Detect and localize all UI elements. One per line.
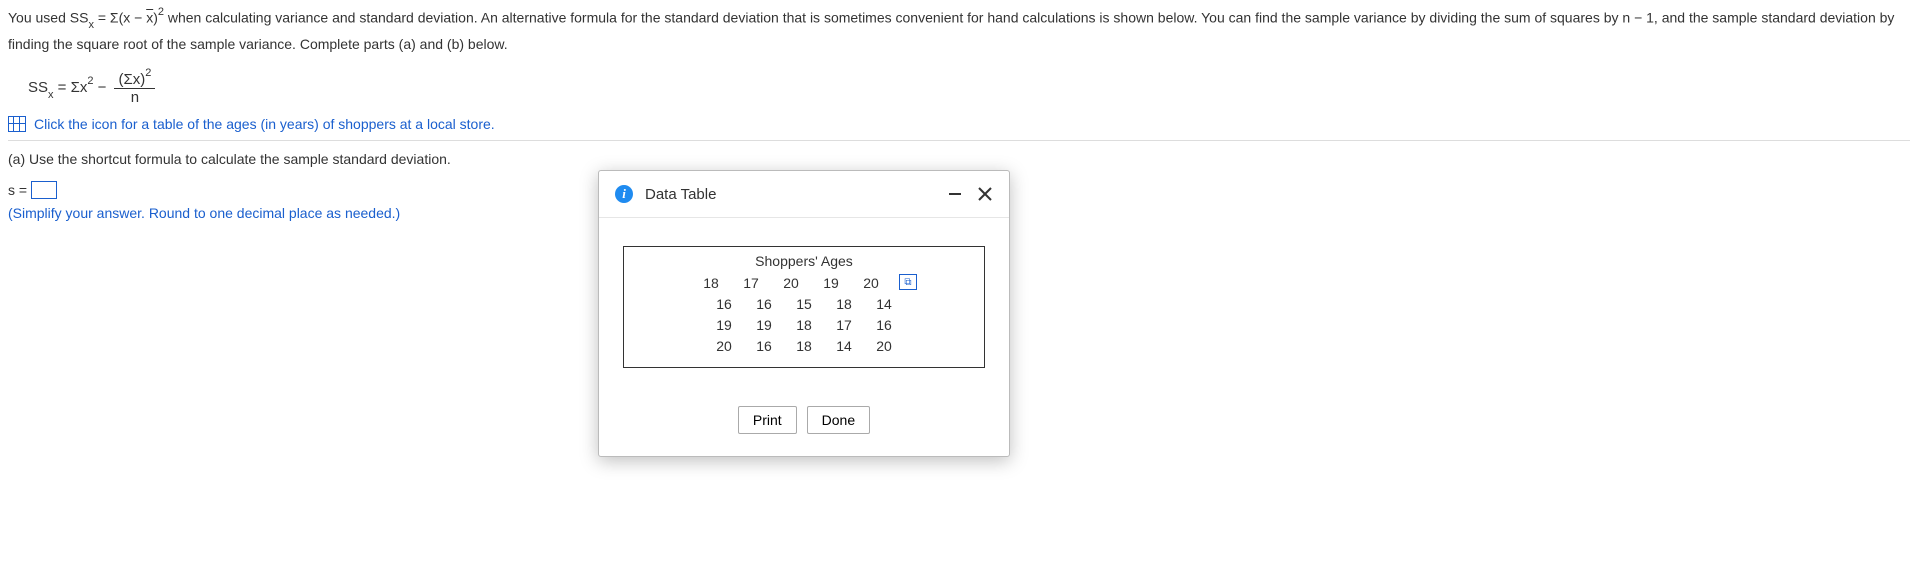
table-cell: 20 <box>771 273 811 294</box>
table-icon[interactable] <box>8 116 26 132</box>
table-cell: 20 <box>864 336 904 357</box>
table-cell: 19 <box>744 315 784 336</box>
formula-lhs-sup: 2 <box>87 75 93 87</box>
intro-sup-2: 2 <box>158 6 164 18</box>
open-data-table-link[interactable]: Click the icon for a table of the ages (… <box>34 116 495 132</box>
table-cell: 18 <box>691 273 731 294</box>
table-row: 1817201920⧉ <box>691 273 917 294</box>
part-a-prompt: (a) Use the shortcut formula to calculat… <box>8 151 1910 167</box>
formula-den: n <box>127 89 143 106</box>
formula-lhs-minus: − <box>94 79 107 96</box>
table-row: 2016181420 <box>704 336 904 357</box>
table-row: 1616151814 <box>704 294 904 315</box>
done-button[interactable]: Done <box>807 406 870 434</box>
formula-num: (Σx) <box>118 71 145 88</box>
table-cell: 16 <box>864 315 904 336</box>
table-cell: 18 <box>784 315 824 336</box>
minimize-icon[interactable] <box>949 193 961 195</box>
table-cell: 18 <box>784 336 824 357</box>
formula-lhs-eq: = Σx <box>54 79 88 96</box>
table-cell: 15 <box>784 294 824 315</box>
formula-lhs-sub: x <box>48 89 54 101</box>
table-cell: 17 <box>824 315 864 336</box>
info-icon: i <box>615 185 633 203</box>
data-table-caption: Shoppers' Ages <box>648 253 960 269</box>
formula-fraction: (Σx)2 n <box>114 69 155 106</box>
formula-lhs-ss: SS <box>28 79 48 96</box>
shortcut-formula: SSx = Σx2 − (Σx)2 n <box>28 69 1910 106</box>
table-cell: 16 <box>744 336 784 357</box>
print-button[interactable]: Print <box>738 406 797 434</box>
data-table-grid: 1817201920⧉16161518141919181716201618142… <box>648 273 960 357</box>
table-row: 1919181716 <box>704 315 904 336</box>
intro-text-2: = Σ(x − <box>94 10 146 26</box>
intro-sub-x: x <box>88 19 94 31</box>
copy-icon[interactable]: ⧉ <box>899 274 917 290</box>
table-cell: 20 <box>851 273 891 294</box>
table-cell: 14 <box>824 336 864 357</box>
table-cell: 20 <box>704 336 744 357</box>
problem-intro: You used SSx = Σ(x − x)2 when calculatin… <box>8 6 1910 55</box>
table-cell: 16 <box>744 294 784 315</box>
section-divider <box>8 140 1910 141</box>
table-cell: 19 <box>704 315 744 336</box>
data-table-dialog: i Data Table Shoppers' Ages 1817201920⧉1… <box>598 170 1010 457</box>
table-cell: 18 <box>824 294 864 315</box>
table-cell: 14 <box>864 294 904 315</box>
table-cell: 17 <box>731 273 771 294</box>
answer-label: s = <box>8 182 27 198</box>
dialog-title: Data Table <box>645 186 949 203</box>
close-icon[interactable] <box>977 186 993 202</box>
intro-text-1: You used SS <box>8 10 88 26</box>
answer-input[interactable] <box>31 181 57 199</box>
formula-num-sup: 2 <box>145 67 151 79</box>
table-cell: 16 <box>704 294 744 315</box>
data-table-box: Shoppers' Ages 1817201920⧉16161518141919… <box>623 246 985 368</box>
table-cell: 19 <box>811 273 851 294</box>
intro-text-4: when calculating variance and standard d… <box>8 10 1894 52</box>
